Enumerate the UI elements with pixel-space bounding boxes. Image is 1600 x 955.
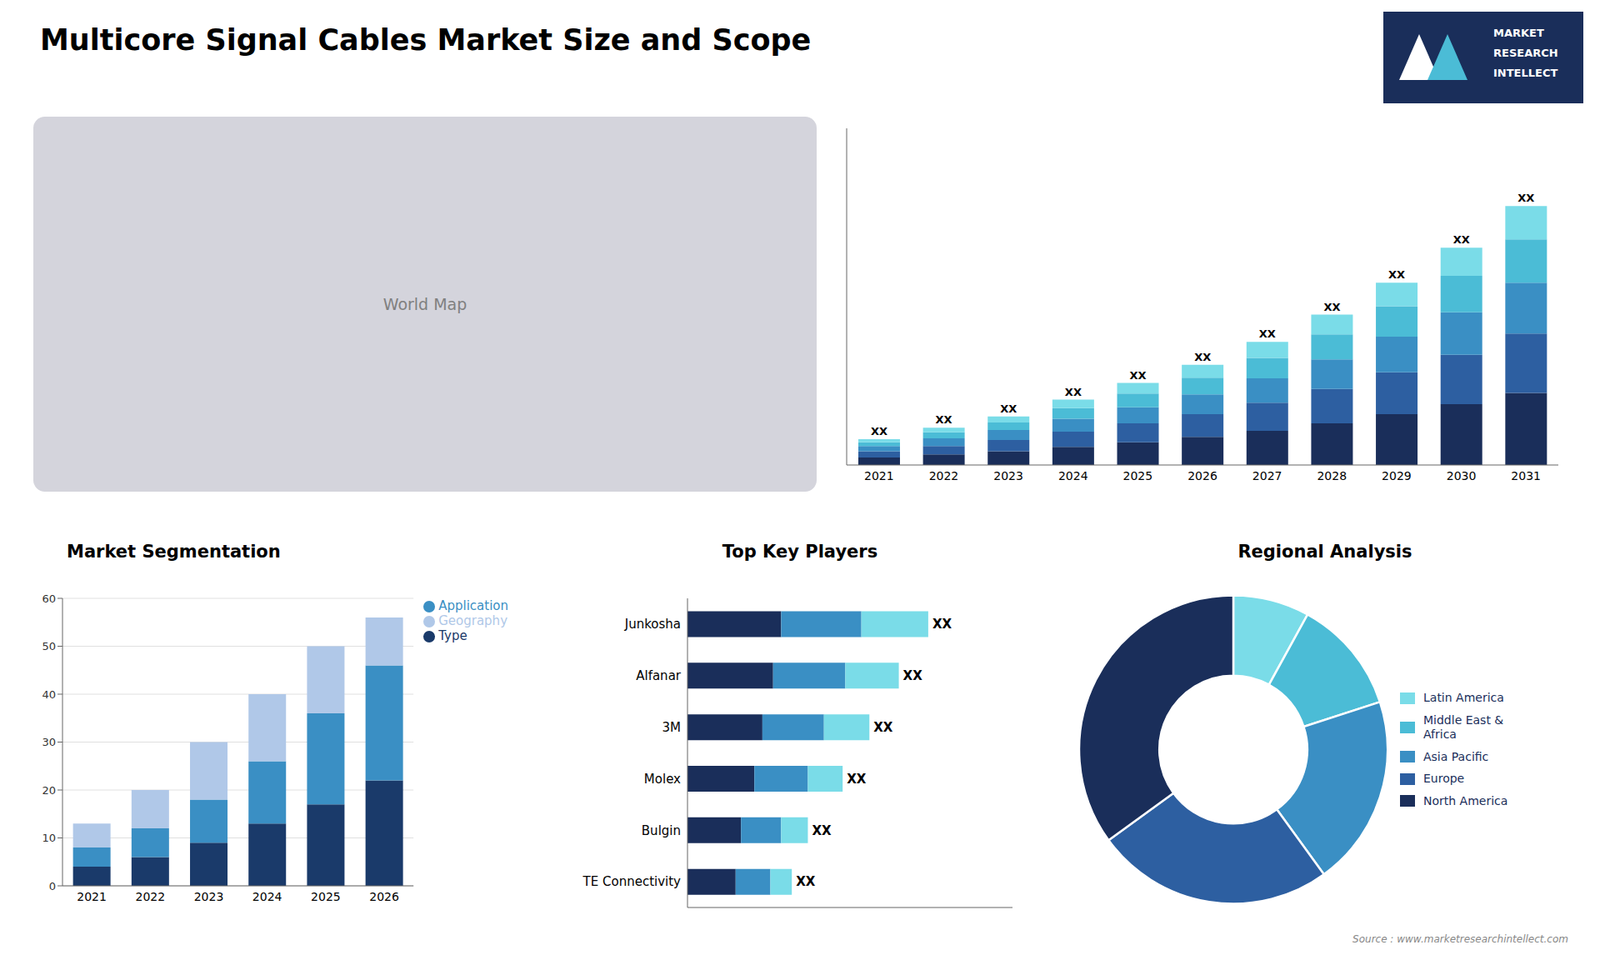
svg-text:2027: 2027	[1252, 469, 1283, 483]
svg-text:XX: XX	[1194, 350, 1211, 364]
svg-text:3M: 3M	[662, 720, 682, 735]
html-text:Source : www.marketresearchint: Source : www.marketresearchintellect.com	[1352, 933, 1569, 945]
html-text:Europe: Europe	[1423, 771, 1465, 786]
svg-text:0: 0	[49, 880, 56, 893]
html-text:Market Segmentation: Market Segmentation	[66, 541, 281, 562]
html-text:RESEARCH: RESEARCH	[1493, 46, 1558, 60]
svg-text:2025: 2025	[310, 890, 341, 904]
svg-text:Bulgin: Bulgin	[641, 823, 681, 839]
html-text:Regional Analysis: Regional Analysis	[1237, 541, 1413, 562]
svg-text:2021: 2021	[864, 469, 895, 483]
svg-text:XX: XX	[795, 874, 816, 890]
svg-text:TE Connectivity: TE Connectivity	[582, 874, 682, 890]
svg-text:2024: 2024	[1058, 469, 1089, 483]
svg-text:Junkosha: Junkosha	[624, 616, 681, 632]
svg-text:2026: 2026	[1187, 469, 1218, 483]
svg-text:XX: XX	[873, 720, 894, 735]
svg-text:40: 40	[41, 688, 56, 701]
svg-text:2028: 2028	[1316, 469, 1347, 483]
svg-text:XX: XX	[811, 823, 832, 839]
html-text:World Map: World Map	[383, 295, 467, 314]
svg-text:XX: XX	[1323, 300, 1340, 314]
svg-text:2023: 2023	[993, 469, 1024, 483]
svg-text:2026: 2026	[369, 890, 400, 904]
html-text:MARKET: MARKET	[1493, 26, 1544, 40]
svg-text:XX: XX	[1453, 233, 1470, 246]
html-text:Geography: Geography	[438, 613, 508, 629]
svg-text:10: 10	[41, 831, 56, 845]
svg-text:2031: 2031	[1510, 469, 1541, 483]
svg-text:XX: XX	[1129, 369, 1146, 382]
svg-text:Molex: Molex	[644, 771, 681, 787]
svg-text:2025: 2025	[1123, 469, 1154, 483]
html-text:Multicore Signal Cables Market: Multicore Signal Cables Market Size and …	[40, 23, 812, 57]
svg-text:XX: XX	[1065, 385, 1082, 399]
svg-text:2029: 2029	[1381, 469, 1412, 483]
svg-text:2022: 2022	[135, 890, 165, 904]
svg-text:60: 60	[41, 592, 56, 605]
svg-text:XX: XX	[1517, 191, 1535, 205]
svg-text:XX: XX	[1000, 402, 1017, 415]
svg-text:2022: 2022	[929, 469, 960, 483]
svg-text:XX: XX	[1388, 268, 1405, 281]
html-text:Top Key Players: Top Key Players	[722, 541, 878, 562]
svg-text:XX: XX	[846, 771, 867, 787]
svg-text:2024: 2024	[252, 890, 283, 904]
html-text:Middle East & Africa: Middle East & Africa	[1423, 713, 1504, 741]
svg-text:XX: XX	[935, 413, 953, 426]
svg-text:Alfanar: Alfanar	[635, 668, 682, 684]
html-text:Type: Type	[438, 628, 468, 644]
svg-text:XX: XX	[903, 668, 924, 684]
html-text:North America: North America	[1423, 794, 1508, 808]
html-text:INTELLECT: INTELLECT	[1493, 66, 1558, 80]
svg-text:50: 50	[41, 640, 56, 653]
svg-text:2021: 2021	[76, 890, 107, 904]
svg-text:30: 30	[41, 735, 56, 749]
html-text:Application: Application	[438, 598, 509, 614]
svg-text:XX: XX	[870, 425, 888, 438]
svg-text:2023: 2023	[194, 890, 225, 904]
html-text:Latin America: Latin America	[1423, 690, 1504, 705]
svg-text:XX: XX	[1259, 327, 1276, 340]
svg-text:XX: XX	[932, 616, 953, 632]
html-text:Asia Pacific: Asia Pacific	[1423, 749, 1489, 763]
svg-text:2030: 2030	[1446, 469, 1477, 483]
svg-text:20: 20	[41, 784, 56, 797]
